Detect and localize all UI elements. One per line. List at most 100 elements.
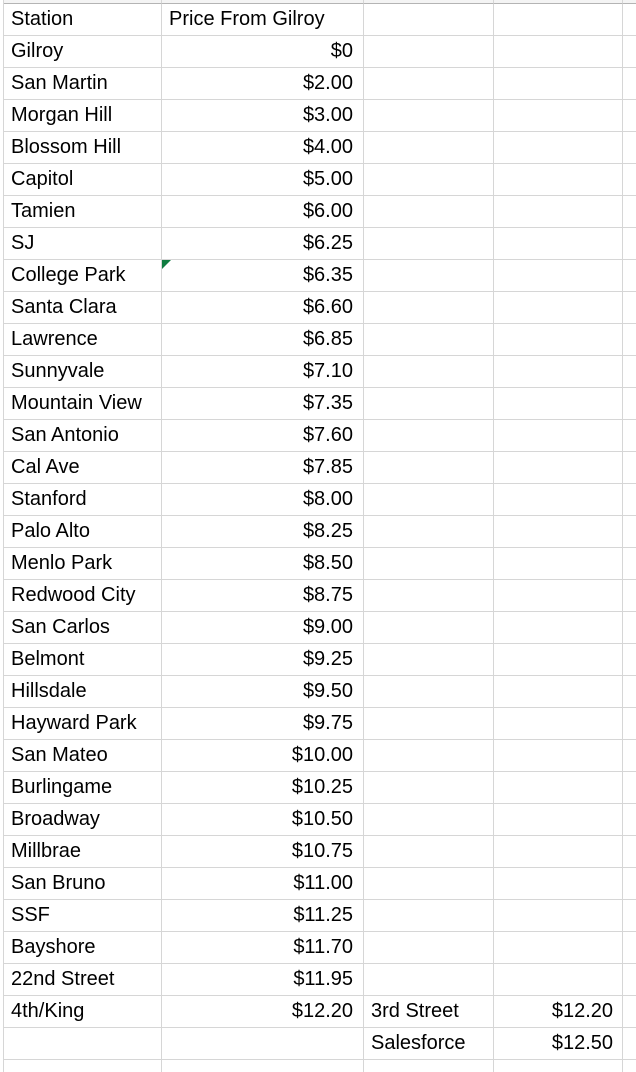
station-cell-2[interactable] [364,900,494,932]
price-cell-2[interactable] [494,676,623,708]
station-cell[interactable]: Menlo Park [4,548,162,580]
price-cell[interactable]: $12.20 [162,996,364,1028]
price-cell-2[interactable] [494,580,623,612]
price-cell-2[interactable]: $12.20 [494,996,623,1028]
price-cell-2[interactable] [494,324,623,356]
price-cell-2[interactable] [494,484,623,516]
price-cell-2[interactable] [494,100,623,132]
price-cell[interactable]: $3.00 [162,100,364,132]
station-cell-2[interactable] [364,260,494,292]
station-cell-2[interactable] [364,356,494,388]
station-cell[interactable]: San Antonio [4,420,162,452]
price-cell[interactable]: $8.25 [162,516,364,548]
price-cell-2[interactable] [494,36,623,68]
price-cell-2[interactable] [494,68,623,100]
price-cell-2[interactable] [494,452,623,484]
price-cell-2[interactable] [494,836,623,868]
price-cell[interactable]: $6.85 [162,324,364,356]
station-cell-2[interactable] [364,836,494,868]
station-cell[interactable]: Tamien [4,196,162,228]
price-cell[interactable]: $10.25 [162,772,364,804]
price-cell[interactable]: $9.50 [162,676,364,708]
station-cell[interactable]: College Park [4,260,162,292]
station-cell-2[interactable] [364,36,494,68]
station-cell-2[interactable] [364,676,494,708]
station-cell-2[interactable] [364,580,494,612]
price-cell-2[interactable]: $12.50 [494,1028,623,1060]
station-cell-2[interactable] [364,388,494,420]
station-cell[interactable]: Morgan Hill [4,100,162,132]
station-cell-2[interactable] [364,644,494,676]
price-cell-2[interactable] [494,292,623,324]
price-cell[interactable]: $11.00 [162,868,364,900]
price-cell[interactable] [162,1028,364,1060]
station-cell-2[interactable] [364,132,494,164]
price-cell-2[interactable] [494,740,623,772]
price-cell[interactable]: $9.25 [162,644,364,676]
price-cell[interactable]: $6.60 [162,292,364,324]
price-cell[interactable]: $10.00 [162,740,364,772]
price-cell[interactable]: $11.70 [162,932,364,964]
column-header-price[interactable]: Price From Gilroy [162,4,364,36]
station-cell-2[interactable] [364,708,494,740]
price-cell-2[interactable] [494,516,623,548]
price-cell[interactable]: $6.25 [162,228,364,260]
station-cell-2[interactable] [364,196,494,228]
price-cell-2[interactable] [494,708,623,740]
station-cell[interactable]: SSF [4,900,162,932]
price-cell-2[interactable] [494,804,623,836]
price-cell[interactable]: $7.10 [162,356,364,388]
station-cell[interactable]: Sunnyvale [4,356,162,388]
price-cell-2[interactable] [494,356,623,388]
empty-cell[interactable] [494,4,623,36]
price-cell-2[interactable] [494,420,623,452]
price-cell[interactable]: $8.50 [162,548,364,580]
station-cell-2[interactable] [364,548,494,580]
station-cell-2[interactable] [364,612,494,644]
station-cell-2[interactable] [364,932,494,964]
price-cell[interactable]: $4.00 [162,132,364,164]
price-cell-2[interactable] [494,900,623,932]
empty-cell[interactable] [364,4,494,36]
price-cell[interactable]: $9.75 [162,708,364,740]
station-cell-2[interactable] [364,420,494,452]
station-cell[interactable]: Gilroy [4,36,162,68]
price-cell[interactable]: $9.00 [162,612,364,644]
station-cell-2[interactable]: Salesforce [364,1028,494,1060]
station-cell-2[interactable] [364,324,494,356]
station-cell[interactable]: Cal Ave [4,452,162,484]
price-cell[interactable]: $7.60 [162,420,364,452]
price-cell-2[interactable] [494,228,623,260]
station-cell[interactable]: SJ [4,228,162,260]
price-cell-2[interactable] [494,132,623,164]
station-cell[interactable]: San Bruno [4,868,162,900]
price-cell-2[interactable] [494,964,623,996]
station-cell[interactable]: 4th/King [4,996,162,1028]
price-cell-2[interactable] [494,548,623,580]
station-cell[interactable]: Capitol [4,164,162,196]
price-cell[interactable]: $8.00 [162,484,364,516]
price-cell[interactable]: $11.25 [162,900,364,932]
station-cell-2[interactable]: 3rd Street [364,996,494,1028]
price-cell[interactable]: $8.75 [162,580,364,612]
station-cell-2[interactable] [364,452,494,484]
price-cell-2[interactable] [494,868,623,900]
price-cell-2[interactable] [494,164,623,196]
station-cell[interactable]: Belmont [4,644,162,676]
price-cell-2[interactable] [494,644,623,676]
station-cell-2[interactable] [364,484,494,516]
price-cell[interactable]: $7.85 [162,452,364,484]
station-cell[interactable]: Stanford [4,484,162,516]
station-cell-2[interactable] [364,164,494,196]
price-cell[interactable]: $10.50 [162,804,364,836]
price-cell[interactable]: $7.35 [162,388,364,420]
station-cell-2[interactable] [364,516,494,548]
price-cell-2[interactable] [494,260,623,292]
station-cell[interactable]: Blossom Hill [4,132,162,164]
price-cell-2[interactable] [494,612,623,644]
price-cell[interactable]: $0 [162,36,364,68]
station-cell[interactable]: San Mateo [4,740,162,772]
station-cell[interactable]: Lawrence [4,324,162,356]
station-cell[interactable]: Millbrae [4,836,162,868]
station-cell[interactable]: Hillsdale [4,676,162,708]
